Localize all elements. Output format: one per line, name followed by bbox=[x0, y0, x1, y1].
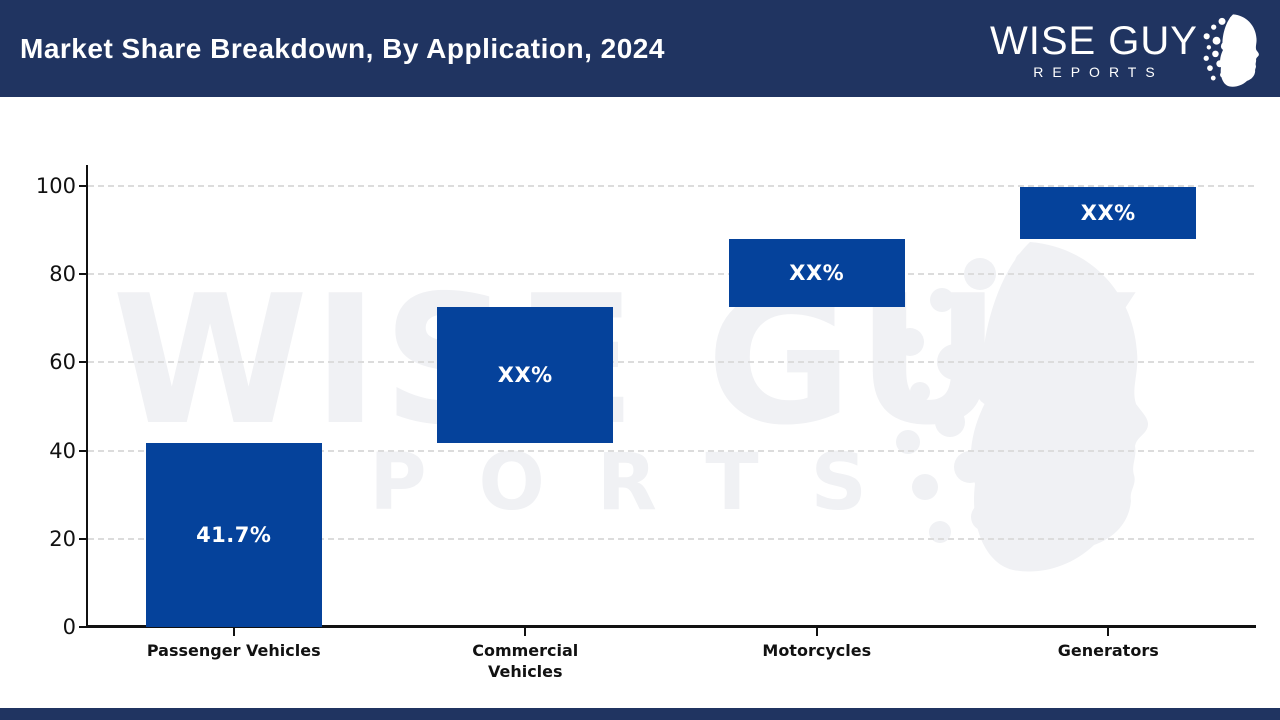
bar: XX% bbox=[1020, 186, 1197, 239]
y-tick bbox=[79, 361, 87, 364]
gridline bbox=[88, 449, 1254, 452]
x-tick bbox=[1107, 628, 1110, 636]
brand-logo: WISE GUY REPORTS bbox=[990, 10, 1266, 89]
gridline bbox=[88, 537, 1254, 540]
x-axis-label: Generators bbox=[1057, 641, 1159, 660]
footer-bar bbox=[0, 708, 1280, 720]
bar-value-label: XX% bbox=[1080, 200, 1136, 225]
logo-wordmark: WISE GUY bbox=[989, 18, 1198, 63]
gridline bbox=[88, 361, 1254, 364]
y-tick bbox=[79, 626, 87, 628]
bar-value-label: 41.7% bbox=[196, 523, 272, 548]
chart-area: 0 20 40 60 80 100 41.7% Passenger Vehicles XX% Co… bbox=[0, 97, 1280, 720]
bar: 41.7% bbox=[145, 443, 322, 627]
y-tick-label: 0 bbox=[62, 615, 76, 639]
x-tick bbox=[524, 628, 527, 636]
bar-value-label: XX% bbox=[497, 362, 553, 387]
y-tick bbox=[79, 185, 87, 187]
bar: XX% bbox=[728, 238, 905, 307]
logo-head-icon bbox=[1203, 14, 1259, 87]
header-bar: Market Share Breakdown, By Application, … bbox=[0, 0, 1280, 97]
y-tick-label: 100 bbox=[35, 174, 76, 198]
y-tick-label: 80 bbox=[49, 262, 76, 287]
y-axis bbox=[86, 165, 88, 627]
x-axis-label: Motorcycles bbox=[762, 641, 872, 660]
page-title: Market Share Breakdown, By Application, … bbox=[20, 32, 665, 64]
bar: XX% bbox=[437, 306, 614, 444]
y-tick bbox=[79, 537, 87, 540]
x-tick bbox=[815, 628, 818, 636]
y-tick-label: 20 bbox=[49, 526, 76, 551]
x-axis bbox=[86, 625, 1256, 628]
x-axis-label: Passenger Vehicles bbox=[146, 641, 321, 660]
y-tick bbox=[79, 449, 87, 452]
bar-value-label: XX% bbox=[789, 260, 845, 285]
x-axis-label: Commercial Vehicles bbox=[472, 641, 579, 681]
x-tick bbox=[232, 628, 235, 636]
y-tick bbox=[79, 273, 87, 276]
y-tick-label: 60 bbox=[49, 350, 76, 375]
y-tick-label: 40 bbox=[49, 438, 76, 463]
gridline bbox=[88, 185, 1254, 187]
gridline bbox=[88, 273, 1254, 276]
logo-reports-text: REPORTS bbox=[1033, 63, 1164, 80]
